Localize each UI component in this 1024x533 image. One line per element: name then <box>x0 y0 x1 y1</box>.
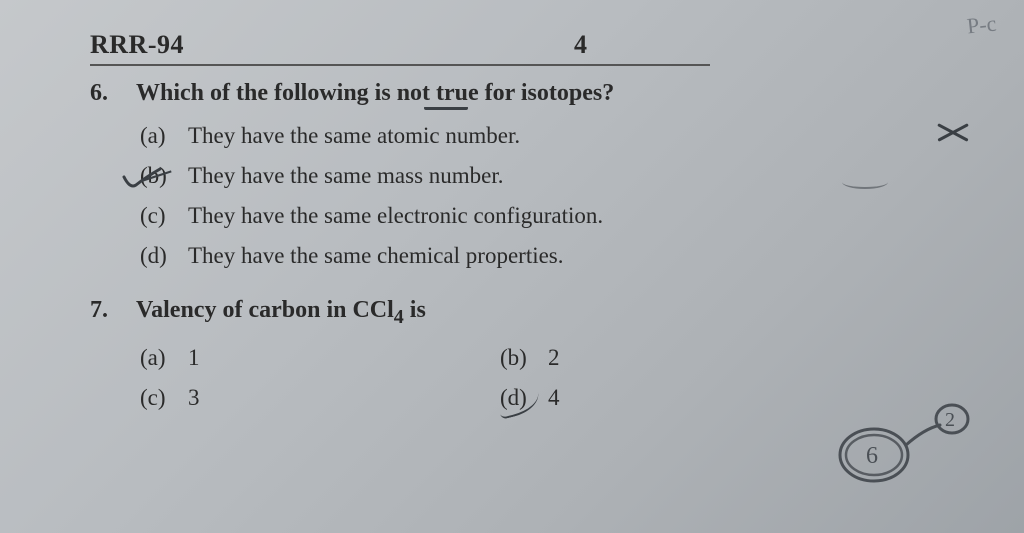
stem-text-post: is <box>404 297 426 323</box>
option-text: They have the same atomic number. <box>188 123 520 149</box>
option-a: (a) 1 <box>140 345 480 371</box>
option-label: (b) <box>500 345 548 371</box>
corner-scribble: P-c <box>965 11 997 40</box>
margin-doodle: 6 2 <box>824 393 974 493</box>
option-text: 3 <box>188 385 200 411</box>
option-text: They have the same mass number. <box>188 163 504 189</box>
question-6: 6. Which of the following is not true fo… <box>90 80 964 283</box>
header-code: RRR-94 <box>90 30 184 60</box>
page-header: RRR-94 4 <box>90 30 710 66</box>
option-text: 4 <box>548 385 560 411</box>
question-stem: Valency of carbon in CCl4 is <box>136 297 426 329</box>
option-text: They have the same electronic configurat… <box>188 203 603 229</box>
options-list: (a) They have the same atomic number. (b… <box>140 123 964 269</box>
curve-mark <box>842 177 888 189</box>
underline-mark <box>424 106 468 110</box>
stem-subscript: 4 <box>394 306 404 328</box>
option-label: (a) <box>140 123 188 149</box>
header-page-number: 4 <box>574 30 587 60</box>
option-text: 2 <box>548 345 560 371</box>
option-b: (b) 2 <box>500 345 840 371</box>
option-label: (d) <box>140 243 188 269</box>
cross-mark-icon <box>936 119 970 147</box>
question-stem: Which of the following is not true for i… <box>136 80 614 107</box>
option-b: (b) They have the same mass number. <box>140 163 964 189</box>
option-label: (a) <box>140 345 188 371</box>
option-c: (c) They have the same electronic config… <box>140 203 964 229</box>
stem-text-pre: Valency of carbon in CCl <box>136 297 394 323</box>
option-text: They have the same chemical properties. <box>188 243 564 269</box>
option-d: (d) 4 <box>500 385 840 411</box>
option-text: 1 <box>188 345 200 371</box>
stem-text-pre: Which of the following is <box>136 80 397 106</box>
stem-emphasis: not <box>397 80 430 106</box>
stem-text-post: true for isotopes? <box>430 80 614 106</box>
svg-text:6: 6 <box>866 443 878 469</box>
question-number: 7. <box>90 297 136 411</box>
option-a: (a) They have the same atomic number. <box>140 123 964 149</box>
option-label: (c) <box>140 203 188 229</box>
option-c: (c) 3 <box>140 385 480 411</box>
option-d: (d) They have the same chemical properti… <box>140 243 964 269</box>
svg-text:2: 2 <box>945 409 955 431</box>
option-label: (c) <box>140 385 188 411</box>
